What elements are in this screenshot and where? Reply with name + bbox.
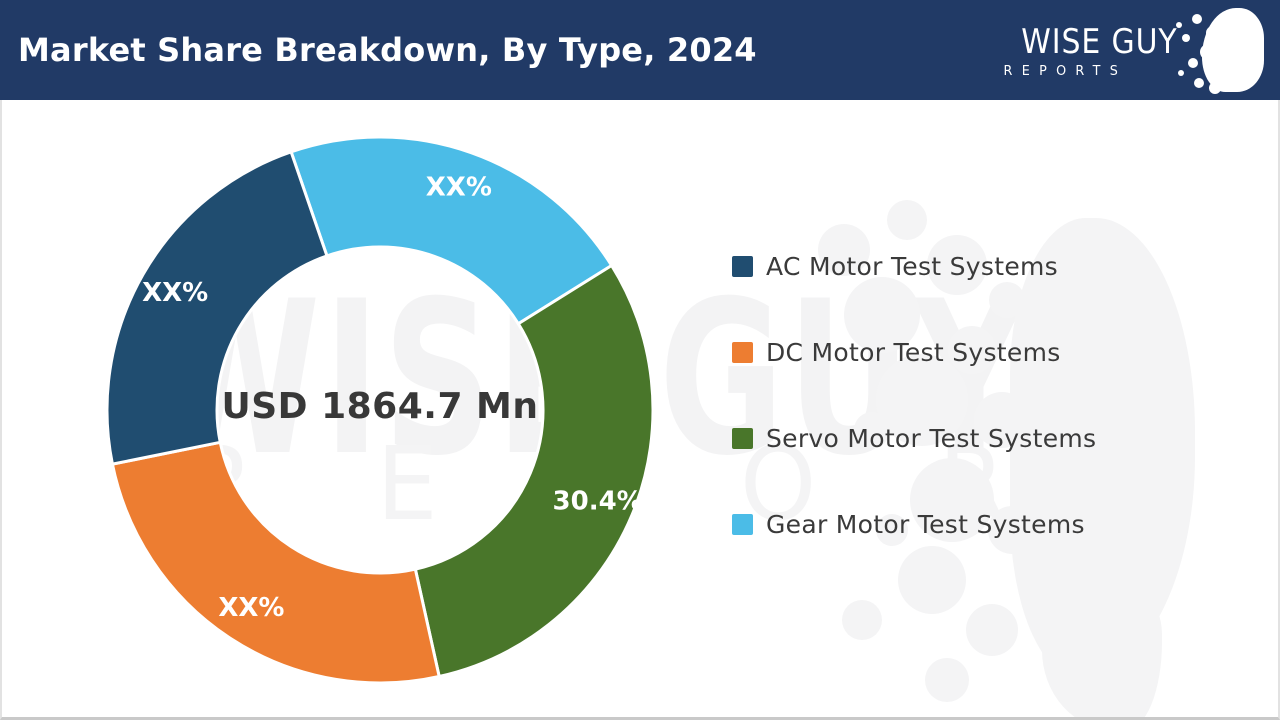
- donut-segment-dc-motor-test-systems: [110, 440, 441, 685]
- donut-chart: XX% 30.4% XX% XX%: [105, 135, 655, 685]
- legend: AC Motor Test Systems DC Motor Test Syste…: [732, 249, 1096, 541]
- legend-swatch: [732, 427, 753, 449]
- logo-wordmark-line2: REPORTS: [1004, 64, 1128, 79]
- legend-item-gear-motor-test-systems: Gear Motor Test Systems: [732, 507, 1096, 541]
- legend-label: AC Motor Test Systems: [766, 251, 1058, 281]
- legend-item-dc-motor-test-systems: DC Motor Test Systems: [732, 335, 1096, 369]
- wise-guy-logo: WISE GUY REPORTS: [1004, 0, 1266, 100]
- chart-area: WISE GUY R E P O R T S XX%30.4%XX%XX% US…: [0, 100, 1280, 720]
- legend-label: Gear Motor Test Systems: [766, 509, 1085, 539]
- donut-segment-servo-motor-test-systems: [413, 263, 655, 679]
- legend-swatch: [732, 255, 753, 277]
- legend-item-servo-motor-test-systems: Servo Motor Test Systems: [732, 421, 1096, 455]
- legend-swatch: [732, 341, 753, 363]
- logo-wordmark: WISE GUY REPORTS: [1000, 22, 1178, 79]
- segment-value-label: XX%: [142, 278, 208, 308]
- logo-wordmark-line1: WISE GUY: [1021, 22, 1178, 62]
- donut-segment-gear-motor-test-systems: [289, 135, 614, 326]
- segment-value-label: XX%: [426, 173, 492, 203]
- legend-swatch: [732, 513, 753, 535]
- legend-label: Servo Motor Test Systems: [766, 423, 1097, 453]
- donut-center-label: USD 1864.7 Mn: [221, 386, 539, 427]
- page-title: Market Share Breakdown, By Type, 2024: [18, 31, 757, 69]
- watermark-face-chin: [1042, 570, 1162, 717]
- header-bar: Market Share Breakdown, By Type, 2024 WI…: [0, 0, 1280, 100]
- legend-item-ac-motor-test-systems: AC Motor Test Systems: [732, 249, 1096, 283]
- legend-label: DC Motor Test Systems: [766, 337, 1061, 367]
- segment-value-label: XX%: [218, 593, 284, 623]
- donut-segment-ac-motor-test-systems: [105, 150, 329, 466]
- segment-value-label: 30.4%: [553, 486, 643, 516]
